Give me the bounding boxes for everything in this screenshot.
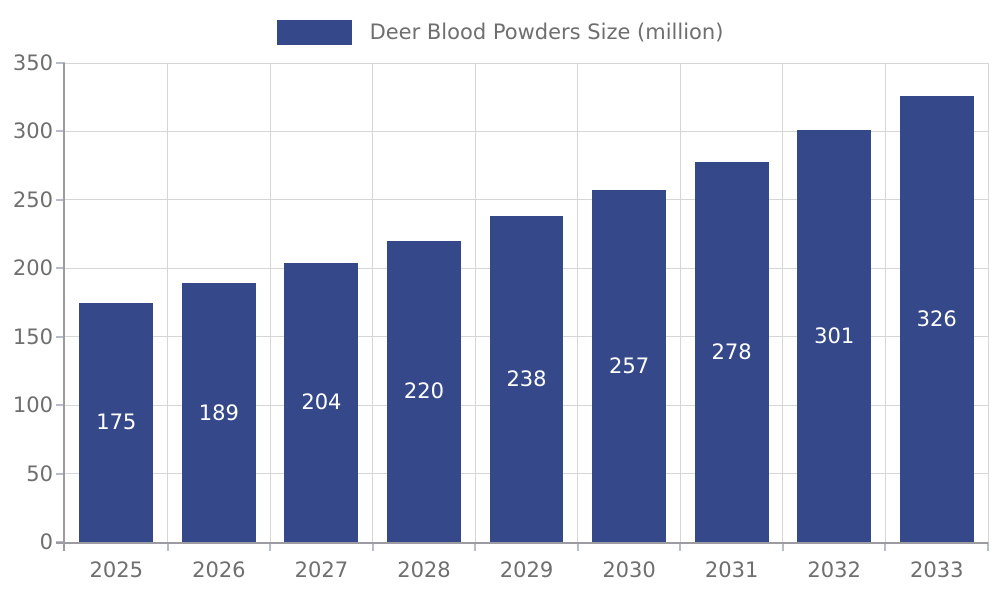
gridline-horizontal — [65, 199, 988, 201]
gridline-vertical — [679, 63, 681, 542]
x-tick-label: 2026 — [192, 558, 246, 582]
bar-value-label: 301 — [814, 324, 855, 349]
x-tick-label: 2030 — [602, 558, 656, 582]
x-tick-label: 2033 — [909, 558, 964, 582]
gridline-vertical — [269, 63, 271, 542]
gridline-vertical — [577, 63, 579, 542]
y-tick-label: 150 — [12, 324, 53, 349]
y-tick-label: 50 — [26, 461, 53, 486]
y-axis-tick-mark — [56, 62, 65, 64]
bar: 278 — [694, 161, 769, 542]
x-tick-label: 2029 — [499, 558, 554, 582]
gridline-vertical — [987, 63, 989, 542]
x-axis-tick-mark — [474, 542, 477, 551]
x-tick-label: 2025 — [89, 558, 143, 582]
y-axis-tick-mark — [56, 335, 65, 338]
y-axis-tick-mark — [56, 267, 65, 270]
y-tick-label: 100 — [12, 393, 53, 418]
gridline-vertical — [372, 63, 374, 542]
y-tick-label: 250 — [12, 187, 53, 212]
bar: 257 — [592, 190, 666, 542]
bar-value-label: 278 — [711, 339, 752, 364]
bar-value-label: 326 — [916, 306, 957, 331]
bar: 326 — [899, 95, 974, 542]
x-tick-label: 2027 — [294, 558, 349, 582]
x-axis-tick-mark — [884, 542, 887, 551]
gridline-horizontal — [65, 130, 988, 132]
x-axis-tick-mark — [166, 542, 169, 551]
legend-label: Deer Blood Powders Size (million) — [369, 20, 724, 44]
bar: 220 — [387, 240, 461, 542]
bar-value-label: 238 — [506, 367, 547, 392]
gridline-vertical — [884, 63, 886, 542]
bar-value-label: 257 — [608, 354, 650, 379]
bar: 189 — [181, 283, 256, 542]
gridline-vertical — [474, 63, 476, 542]
y-tick-label: 300 — [12, 119, 53, 144]
x-axis-tick-mark — [987, 542, 989, 551]
x-axis-tick-mark — [371, 542, 374, 551]
y-axis-tick-mark — [56, 198, 65, 201]
legend-swatch — [276, 19, 352, 45]
bar: 204 — [284, 262, 359, 542]
bar: 175 — [79, 302, 154, 542]
gridline-horizontal — [65, 62, 988, 64]
bar: 238 — [489, 216, 564, 542]
x-tick-label: 2032 — [807, 558, 861, 582]
bar-value-label: 175 — [96, 410, 137, 435]
gridline-vertical — [782, 63, 784, 542]
x-axis-tick-mark — [269, 542, 272, 551]
y-tick-label: 200 — [12, 256, 53, 281]
x-axis-tick-mark — [576, 542, 579, 551]
x-tick-label: 2031 — [704, 558, 759, 582]
bar: 301 — [797, 130, 872, 542]
chart-legend: Deer Blood Powders Size (million) — [0, 16, 1000, 48]
y-tick-label: 0 — [39, 530, 53, 554]
y-axis-tick-mark — [56, 404, 65, 407]
bar-value-label: 204 — [301, 390, 342, 415]
gridline-vertical — [167, 63, 169, 542]
y-tick-label: 350 — [12, 51, 53, 75]
bar-value-label: 189 — [198, 400, 239, 425]
x-tick-label: 2028 — [397, 558, 451, 582]
y-axis-tick-mark — [56, 130, 65, 133]
y-axis-tick-mark — [56, 472, 65, 475]
x-axis-line — [56, 542, 988, 544]
bar-value-label: 220 — [403, 379, 444, 404]
x-axis-tick-mark — [679, 542, 682, 551]
x-axis-tick-mark — [781, 542, 784, 551]
y-axis-line — [63, 63, 65, 551]
